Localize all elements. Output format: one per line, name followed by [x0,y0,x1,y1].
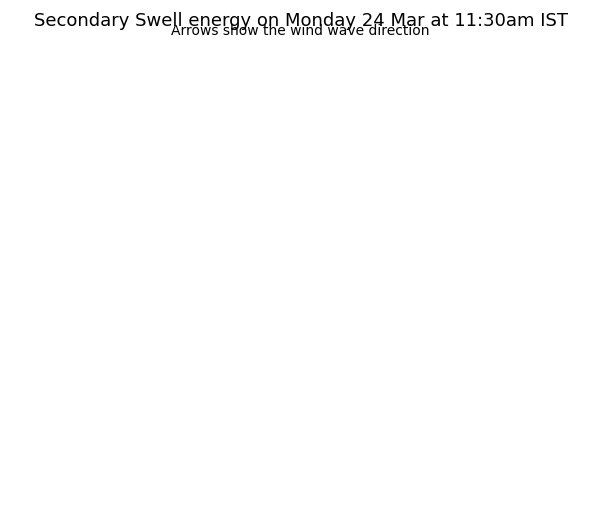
Text: Arrows show the wind wave direction: Arrows show the wind wave direction [171,24,430,38]
Text: Secondary Swell energy on Monday 24 Mar at 11:30am IST: Secondary Swell energy on Monday 24 Mar … [34,12,567,30]
